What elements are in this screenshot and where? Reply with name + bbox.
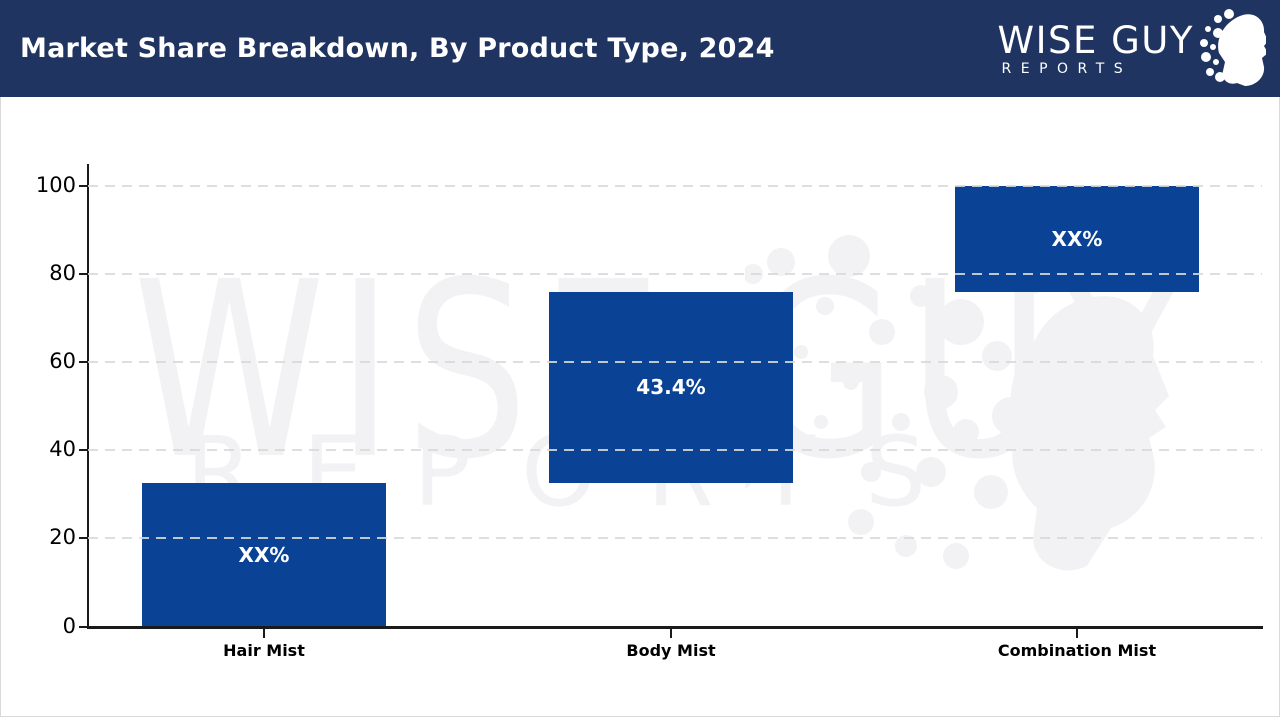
logo-face-icon: [1200, 8, 1266, 86]
logo-text: WISE GUY REPORTS: [998, 22, 1194, 76]
logo-subtitle: REPORTS: [1001, 60, 1133, 77]
y-tick-mark: [79, 625, 87, 628]
bar-value-label: XX%: [1051, 226, 1103, 251]
y-tick-label: 60: [49, 349, 76, 374]
y-tick-label: 100: [35, 173, 76, 198]
wise-guy-reports-logo: WISE GUY REPORTS: [998, 7, 1266, 91]
y-tick-mark: [79, 449, 87, 452]
gridline: [88, 273, 1262, 276]
x-category-label: Combination Mist: [997, 641, 1157, 660]
y-tick-mark: [79, 537, 87, 540]
y-tick-label: 0: [62, 613, 76, 638]
y-tick-mark: [79, 361, 87, 364]
x-axis-line: [87, 626, 1263, 629]
x-tick-mark: [670, 629, 672, 638]
y-tick-label: 40: [49, 437, 76, 462]
market-share-bar: [142, 482, 386, 627]
y-tick-mark: [79, 273, 87, 276]
bar-value-label: 43.4%: [636, 375, 706, 400]
y-axis-line: [87, 164, 89, 629]
y-tick-label: 80: [49, 261, 76, 286]
bar-value-label: XX%: [238, 542, 290, 567]
x-tick-mark: [263, 629, 265, 638]
header-bar: Market Share Breakdown, By Product Type,…: [0, 0, 1280, 97]
gridline: [88, 449, 1262, 452]
y-tick-label: 20: [49, 525, 76, 550]
y-tick-mark: [79, 185, 87, 188]
x-tick-mark: [1076, 629, 1078, 638]
x-category-label: Hair Mist: [223, 641, 305, 660]
gridline: [88, 361, 1262, 364]
x-category-label: Body Mist: [626, 641, 716, 660]
gridline: [88, 185, 1262, 188]
logo-wordmark: WISE GUY: [997, 18, 1194, 62]
gridline: [88, 537, 1262, 540]
chart-title: Market Share Breakdown, By Product Type,…: [20, 33, 775, 64]
